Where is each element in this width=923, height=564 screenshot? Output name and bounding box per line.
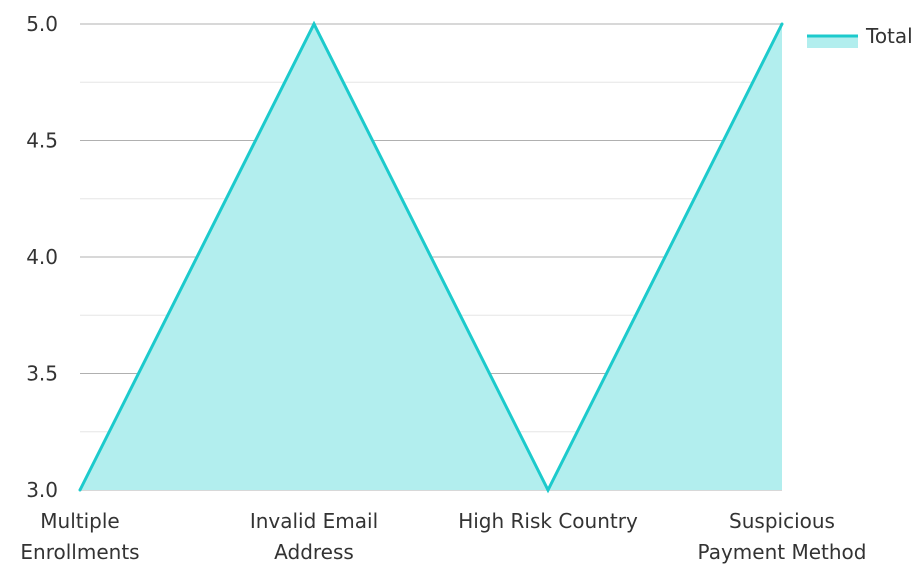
x-tick-label: High Risk Country — [458, 509, 638, 533]
data-point[interactable] — [78, 488, 82, 492]
x-tick-label: Invalid Email Address — [250, 509, 378, 564]
legend[interactable]: Total — [807, 24, 913, 48]
x-axis: Multiple Enrollments Invalid Email Address H… — [20, 509, 866, 564]
y-tick-label: 5.0 — [26, 12, 58, 36]
data-point[interactable] — [546, 488, 550, 492]
legend-label: Total — [865, 24, 913, 48]
legend-swatch — [807, 36, 858, 48]
data-point[interactable] — [312, 22, 316, 26]
y-tick-label: 3.0 — [26, 478, 58, 502]
x-tick-label: Multiple Enrollments — [20, 509, 139, 564]
series-area — [78, 20, 784, 494]
y-axis: 3.0 3.5 4.0 4.5 5.0 — [26, 12, 58, 502]
x-tick-label: Suspicious Payment Method — [698, 509, 867, 564]
y-tick-label: 4.0 — [26, 245, 58, 269]
data-point[interactable] — [780, 22, 784, 26]
series-line — [78, 20, 784, 494]
y-tick-label: 4.5 — [26, 129, 58, 153]
y-tick-label: 3.5 — [26, 362, 58, 386]
